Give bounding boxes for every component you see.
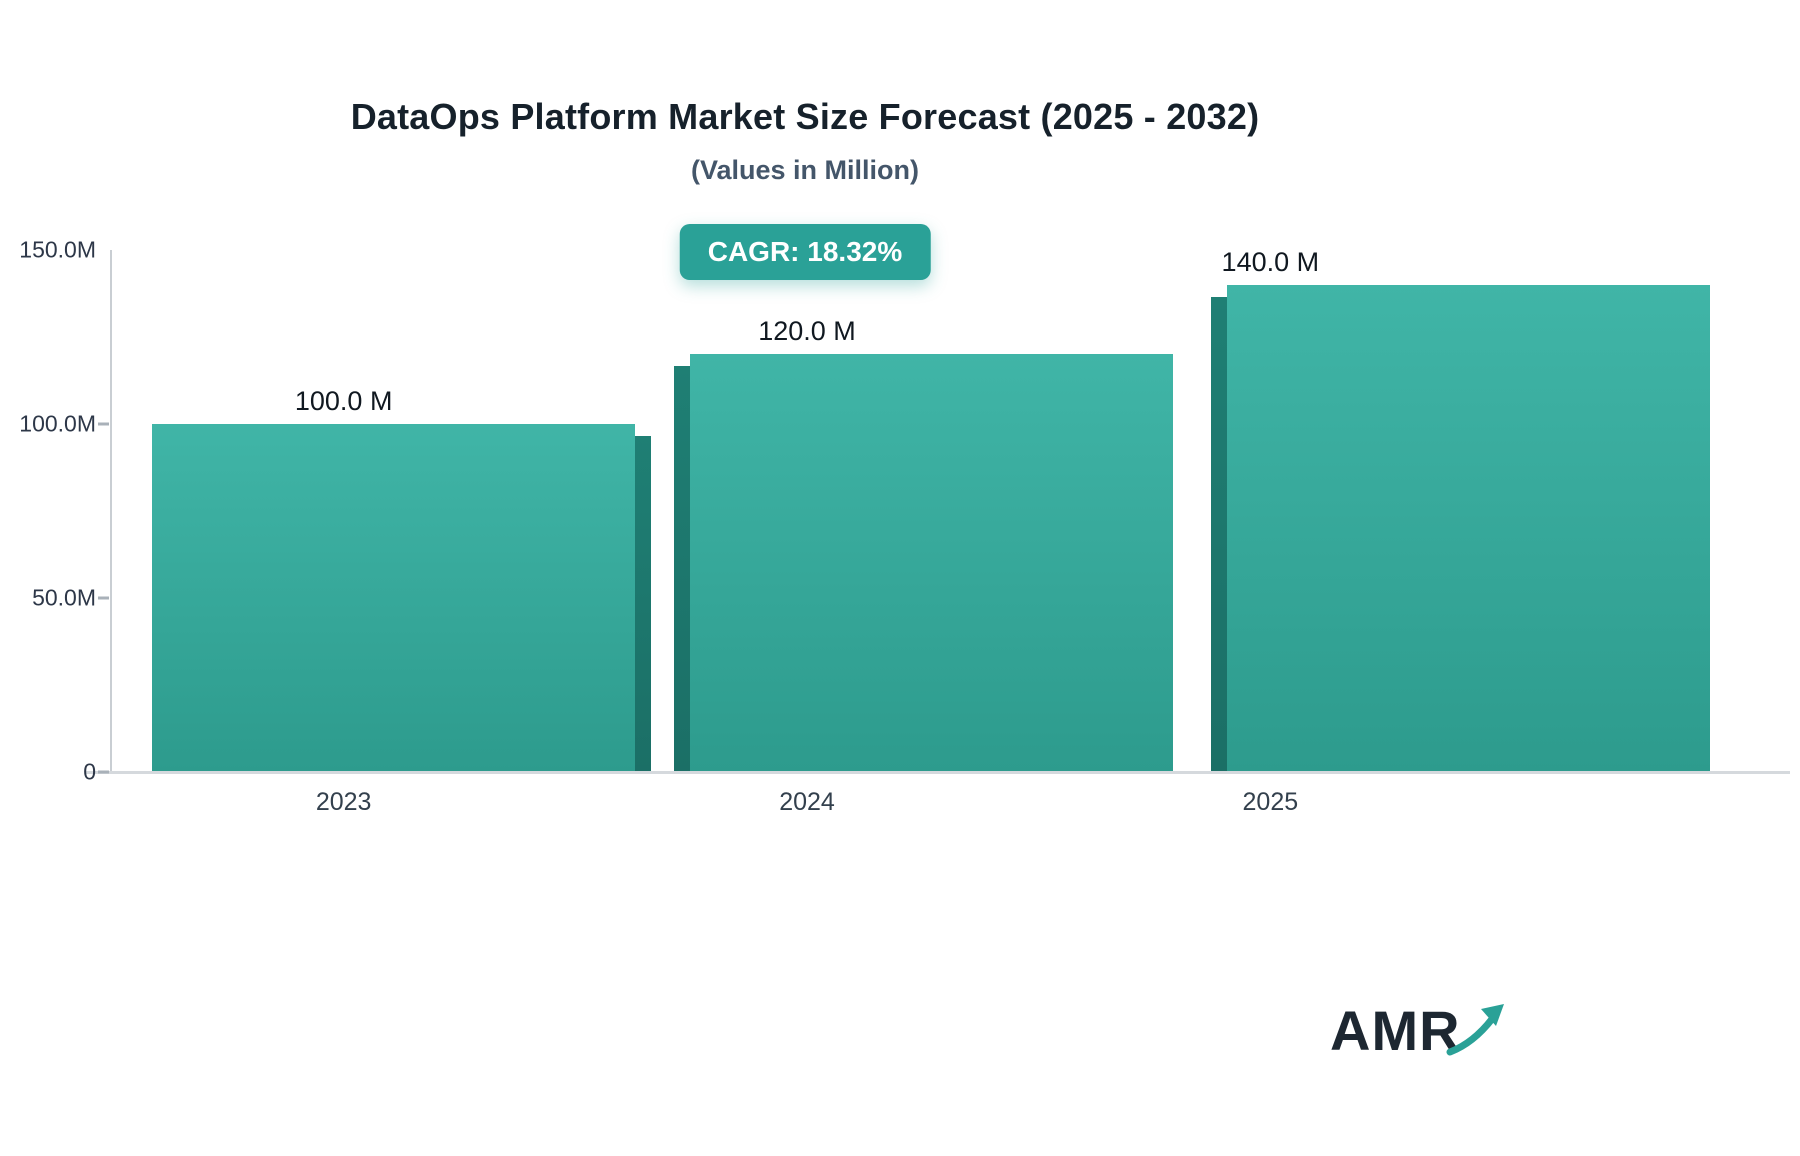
plot-area: 150.0M 100.0M 50.0M 0 100.0 M 2023 120.0 M 2024… (19, 237, 1790, 816)
y-tick-label: 0 (83, 758, 96, 785)
x-axis-line (86, 771, 1790, 774)
growth-arrow-icon (1446, 1004, 1504, 1056)
y-tick-mark (98, 422, 109, 426)
y-tick-label: 50.0M (32, 584, 96, 611)
x-axis-label: 2024 (779, 788, 835, 816)
y-tick-mark (98, 596, 109, 600)
bar-slot (673, 250, 1173, 772)
arrow-shaft (1446, 1015, 1496, 1056)
bar-value-label: 100.0 M (294, 386, 393, 416)
bar-slot (152, 250, 651, 772)
x-axis-label: 2025 (1242, 788, 1299, 816)
y-tick-mark (98, 770, 109, 774)
y-tick-label: 100.0M (19, 410, 96, 437)
bar-3d-edge (1211, 296, 1227, 772)
amr-logo-text: AMR (1330, 999, 1461, 1062)
bar-2024 (673, 354, 1173, 772)
bar-3d-edge (673, 366, 690, 772)
bar-value-label: 140.0 M (1221, 246, 1320, 277)
bar-2023 (152, 424, 651, 772)
chart-header: DataOps Platform Market Size Forecast (2… (0, 0, 1610, 186)
bar-slot (1211, 250, 1710, 772)
page-title: DataOps Platform Market Size Forecast (2… (350, 96, 1260, 137)
bar-value-label: 120.0 M (758, 316, 856, 347)
bar-3d-edge (635, 436, 651, 772)
bar-2025 (1211, 284, 1710, 772)
page-subtitle: (Values in Million) (690, 155, 920, 185)
cagr-badge: CAGR: 18.32% (679, 224, 931, 280)
bars (112, 250, 1770, 772)
arrow-head (1480, 1004, 1504, 1026)
x-axis-label: 2023 (315, 788, 372, 816)
y-tick-label: 150.0M (19, 236, 96, 263)
amr-logo: AMR (1330, 1000, 1509, 1062)
